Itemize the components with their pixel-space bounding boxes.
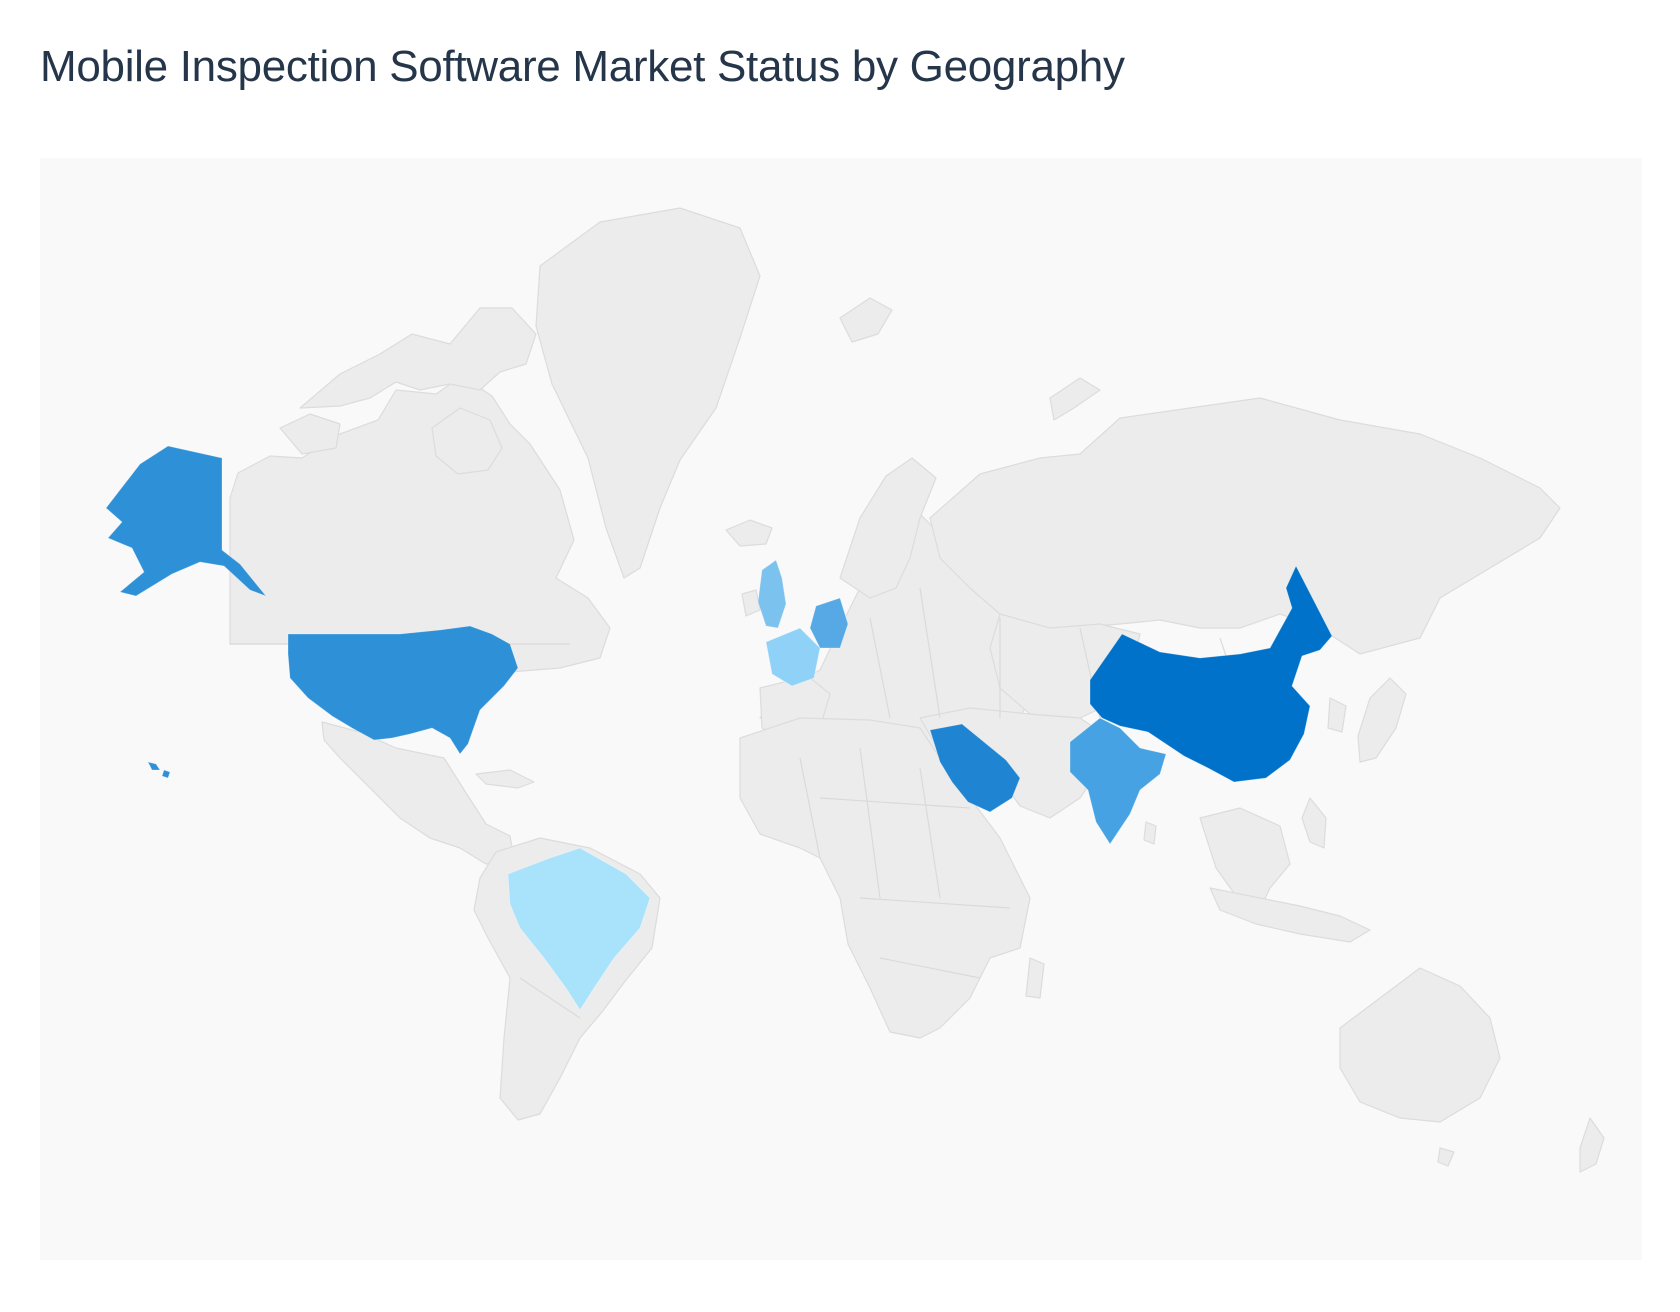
land-svalbard	[839, 297, 893, 343]
region-france	[765, 627, 821, 687]
land-canada	[229, 375, 611, 673]
region-alaska	[105, 445, 267, 597]
land-arctic-west	[279, 413, 341, 455]
region-india	[1069, 717, 1167, 845]
land-sri-lanka	[1143, 821, 1157, 845]
land-scandinavia	[839, 457, 937, 599]
land-philippines	[1301, 797, 1327, 849]
land-africa	[739, 717, 1031, 1039]
highlighted-countries	[105, 445, 1333, 1011]
region-hawaii	[147, 761, 171, 779]
land-greenland	[535, 207, 761, 579]
page-title: Mobile Inspection Software Market Status…	[40, 42, 1125, 91]
land-se-asia	[1199, 807, 1291, 919]
region-brazil	[507, 847, 651, 1011]
land-mexico	[321, 721, 515, 865]
land-tasmania	[1437, 1147, 1455, 1167]
land-arctic-islands	[299, 307, 537, 409]
land-new-zealand	[1579, 1117, 1605, 1173]
region-china	[1089, 565, 1333, 783]
land-australia	[1339, 967, 1501, 1123]
land-japan	[1357, 677, 1407, 763]
world-map	[40, 158, 1642, 1260]
land-iceland	[725, 519, 773, 547]
land-korea	[1327, 697, 1347, 733]
region-saudi-arabia	[929, 723, 1021, 813]
land-caribbean	[475, 769, 535, 789]
land-russia	[929, 397, 1561, 655]
land-madagascar	[1025, 957, 1045, 999]
land-indonesia	[1209, 887, 1371, 943]
land-baffin	[431, 407, 503, 475]
land-novaya-zemlya	[1049, 377, 1101, 421]
region-germany	[809, 597, 849, 649]
region-united-kingdom	[757, 559, 787, 629]
land-ireland	[741, 589, 761, 617]
region-united-states	[287, 625, 519, 755]
